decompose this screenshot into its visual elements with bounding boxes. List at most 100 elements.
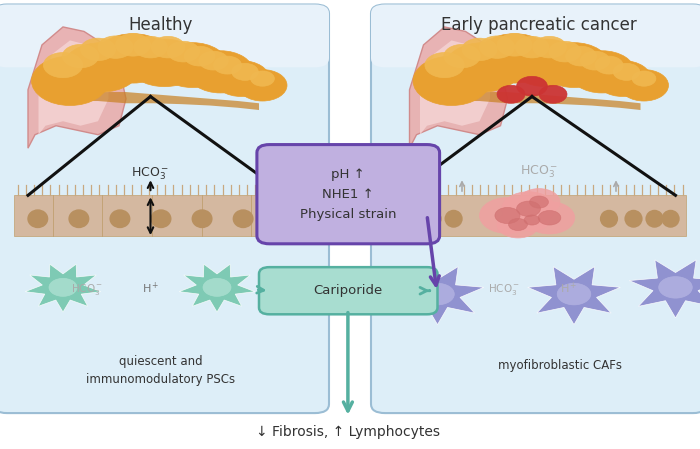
Circle shape: [98, 36, 133, 58]
Circle shape: [529, 196, 549, 208]
Circle shape: [413, 56, 490, 106]
Circle shape: [517, 76, 547, 96]
Ellipse shape: [109, 209, 130, 228]
Ellipse shape: [645, 210, 664, 228]
Ellipse shape: [274, 209, 295, 228]
Circle shape: [134, 36, 167, 58]
Circle shape: [214, 61, 270, 97]
Circle shape: [167, 41, 199, 62]
Ellipse shape: [27, 209, 48, 228]
Text: HCO$_3^-$: HCO$_3^-$: [132, 165, 169, 182]
Circle shape: [632, 71, 656, 86]
FancyBboxPatch shape: [259, 267, 438, 314]
Text: HCO$_3^-$: HCO$_3^-$: [488, 282, 520, 297]
Ellipse shape: [624, 210, 643, 228]
FancyBboxPatch shape: [0, 4, 329, 67]
Circle shape: [613, 63, 640, 80]
Circle shape: [203, 278, 231, 296]
Text: ↓ Fibrosis, ↑ Lymphocytes: ↓ Fibrosis, ↑ Lymphocytes: [256, 425, 440, 439]
Circle shape: [480, 36, 514, 58]
Polygon shape: [38, 40, 108, 135]
Ellipse shape: [150, 209, 172, 228]
Ellipse shape: [400, 210, 419, 228]
Circle shape: [502, 192, 555, 226]
Text: pH ↑
NHE1 ↑
Physical strain: pH ↑ NHE1 ↑ Physical strain: [300, 167, 396, 221]
Circle shape: [659, 277, 692, 298]
Ellipse shape: [192, 209, 213, 228]
Text: quiescent and
immunomodulatory PSCs: quiescent and immunomodulatory PSCs: [86, 355, 236, 386]
FancyBboxPatch shape: [371, 4, 700, 413]
Polygon shape: [420, 40, 490, 135]
Text: H$^+$: H$^+$: [141, 281, 160, 296]
Circle shape: [425, 53, 464, 78]
Circle shape: [524, 215, 540, 225]
Circle shape: [517, 201, 540, 216]
Circle shape: [514, 209, 550, 231]
Circle shape: [238, 70, 287, 101]
Text: Early pancreatic cancer: Early pancreatic cancer: [441, 16, 637, 34]
FancyBboxPatch shape: [0, 4, 329, 413]
Circle shape: [595, 56, 623, 74]
Circle shape: [476, 34, 553, 83]
FancyBboxPatch shape: [371, 4, 700, 67]
Circle shape: [127, 39, 202, 87]
Text: HCO$_3^-$: HCO$_3^-$: [71, 282, 104, 297]
Polygon shape: [28, 27, 126, 148]
Ellipse shape: [600, 210, 618, 228]
Ellipse shape: [232, 209, 253, 228]
Polygon shape: [629, 260, 700, 318]
Circle shape: [444, 44, 480, 68]
Circle shape: [43, 53, 83, 78]
Circle shape: [62, 44, 99, 68]
Polygon shape: [528, 267, 620, 325]
Circle shape: [595, 61, 651, 97]
Circle shape: [539, 85, 567, 103]
Circle shape: [524, 202, 575, 234]
Circle shape: [549, 41, 581, 62]
Polygon shape: [410, 27, 508, 148]
Circle shape: [497, 85, 525, 103]
Circle shape: [515, 36, 549, 58]
Ellipse shape: [424, 210, 442, 228]
Circle shape: [569, 51, 635, 93]
Circle shape: [232, 63, 258, 80]
Text: HCO$_3^-$: HCO$_3^-$: [520, 164, 558, 180]
Ellipse shape: [662, 210, 680, 228]
FancyBboxPatch shape: [257, 145, 440, 244]
Circle shape: [80, 38, 116, 61]
Polygon shape: [452, 92, 640, 110]
Bar: [395, 195, 686, 236]
Circle shape: [188, 51, 253, 93]
Circle shape: [620, 70, 668, 101]
Circle shape: [518, 189, 560, 216]
Circle shape: [63, 43, 140, 92]
Polygon shape: [391, 267, 484, 325]
Circle shape: [539, 43, 609, 88]
Circle shape: [158, 43, 228, 88]
Circle shape: [251, 71, 274, 86]
Ellipse shape: [444, 210, 463, 228]
Circle shape: [49, 278, 77, 296]
Circle shape: [580, 51, 610, 70]
Circle shape: [151, 36, 185, 58]
Circle shape: [497, 34, 532, 56]
Polygon shape: [25, 264, 101, 312]
Circle shape: [497, 211, 539, 238]
Circle shape: [538, 211, 561, 225]
Bar: [14, 195, 308, 236]
Circle shape: [421, 283, 454, 305]
Ellipse shape: [69, 209, 90, 228]
Text: H$^+$: H$^+$: [559, 281, 578, 296]
Circle shape: [508, 219, 528, 231]
Polygon shape: [179, 264, 255, 312]
Text: Healthy: Healthy: [129, 16, 193, 34]
Circle shape: [533, 36, 566, 58]
Circle shape: [566, 46, 596, 66]
Polygon shape: [70, 92, 259, 110]
Circle shape: [480, 198, 536, 233]
Circle shape: [214, 56, 242, 74]
Circle shape: [557, 283, 591, 305]
Circle shape: [495, 207, 520, 224]
Text: Cariporide: Cariporide: [314, 284, 383, 297]
Circle shape: [32, 56, 108, 106]
